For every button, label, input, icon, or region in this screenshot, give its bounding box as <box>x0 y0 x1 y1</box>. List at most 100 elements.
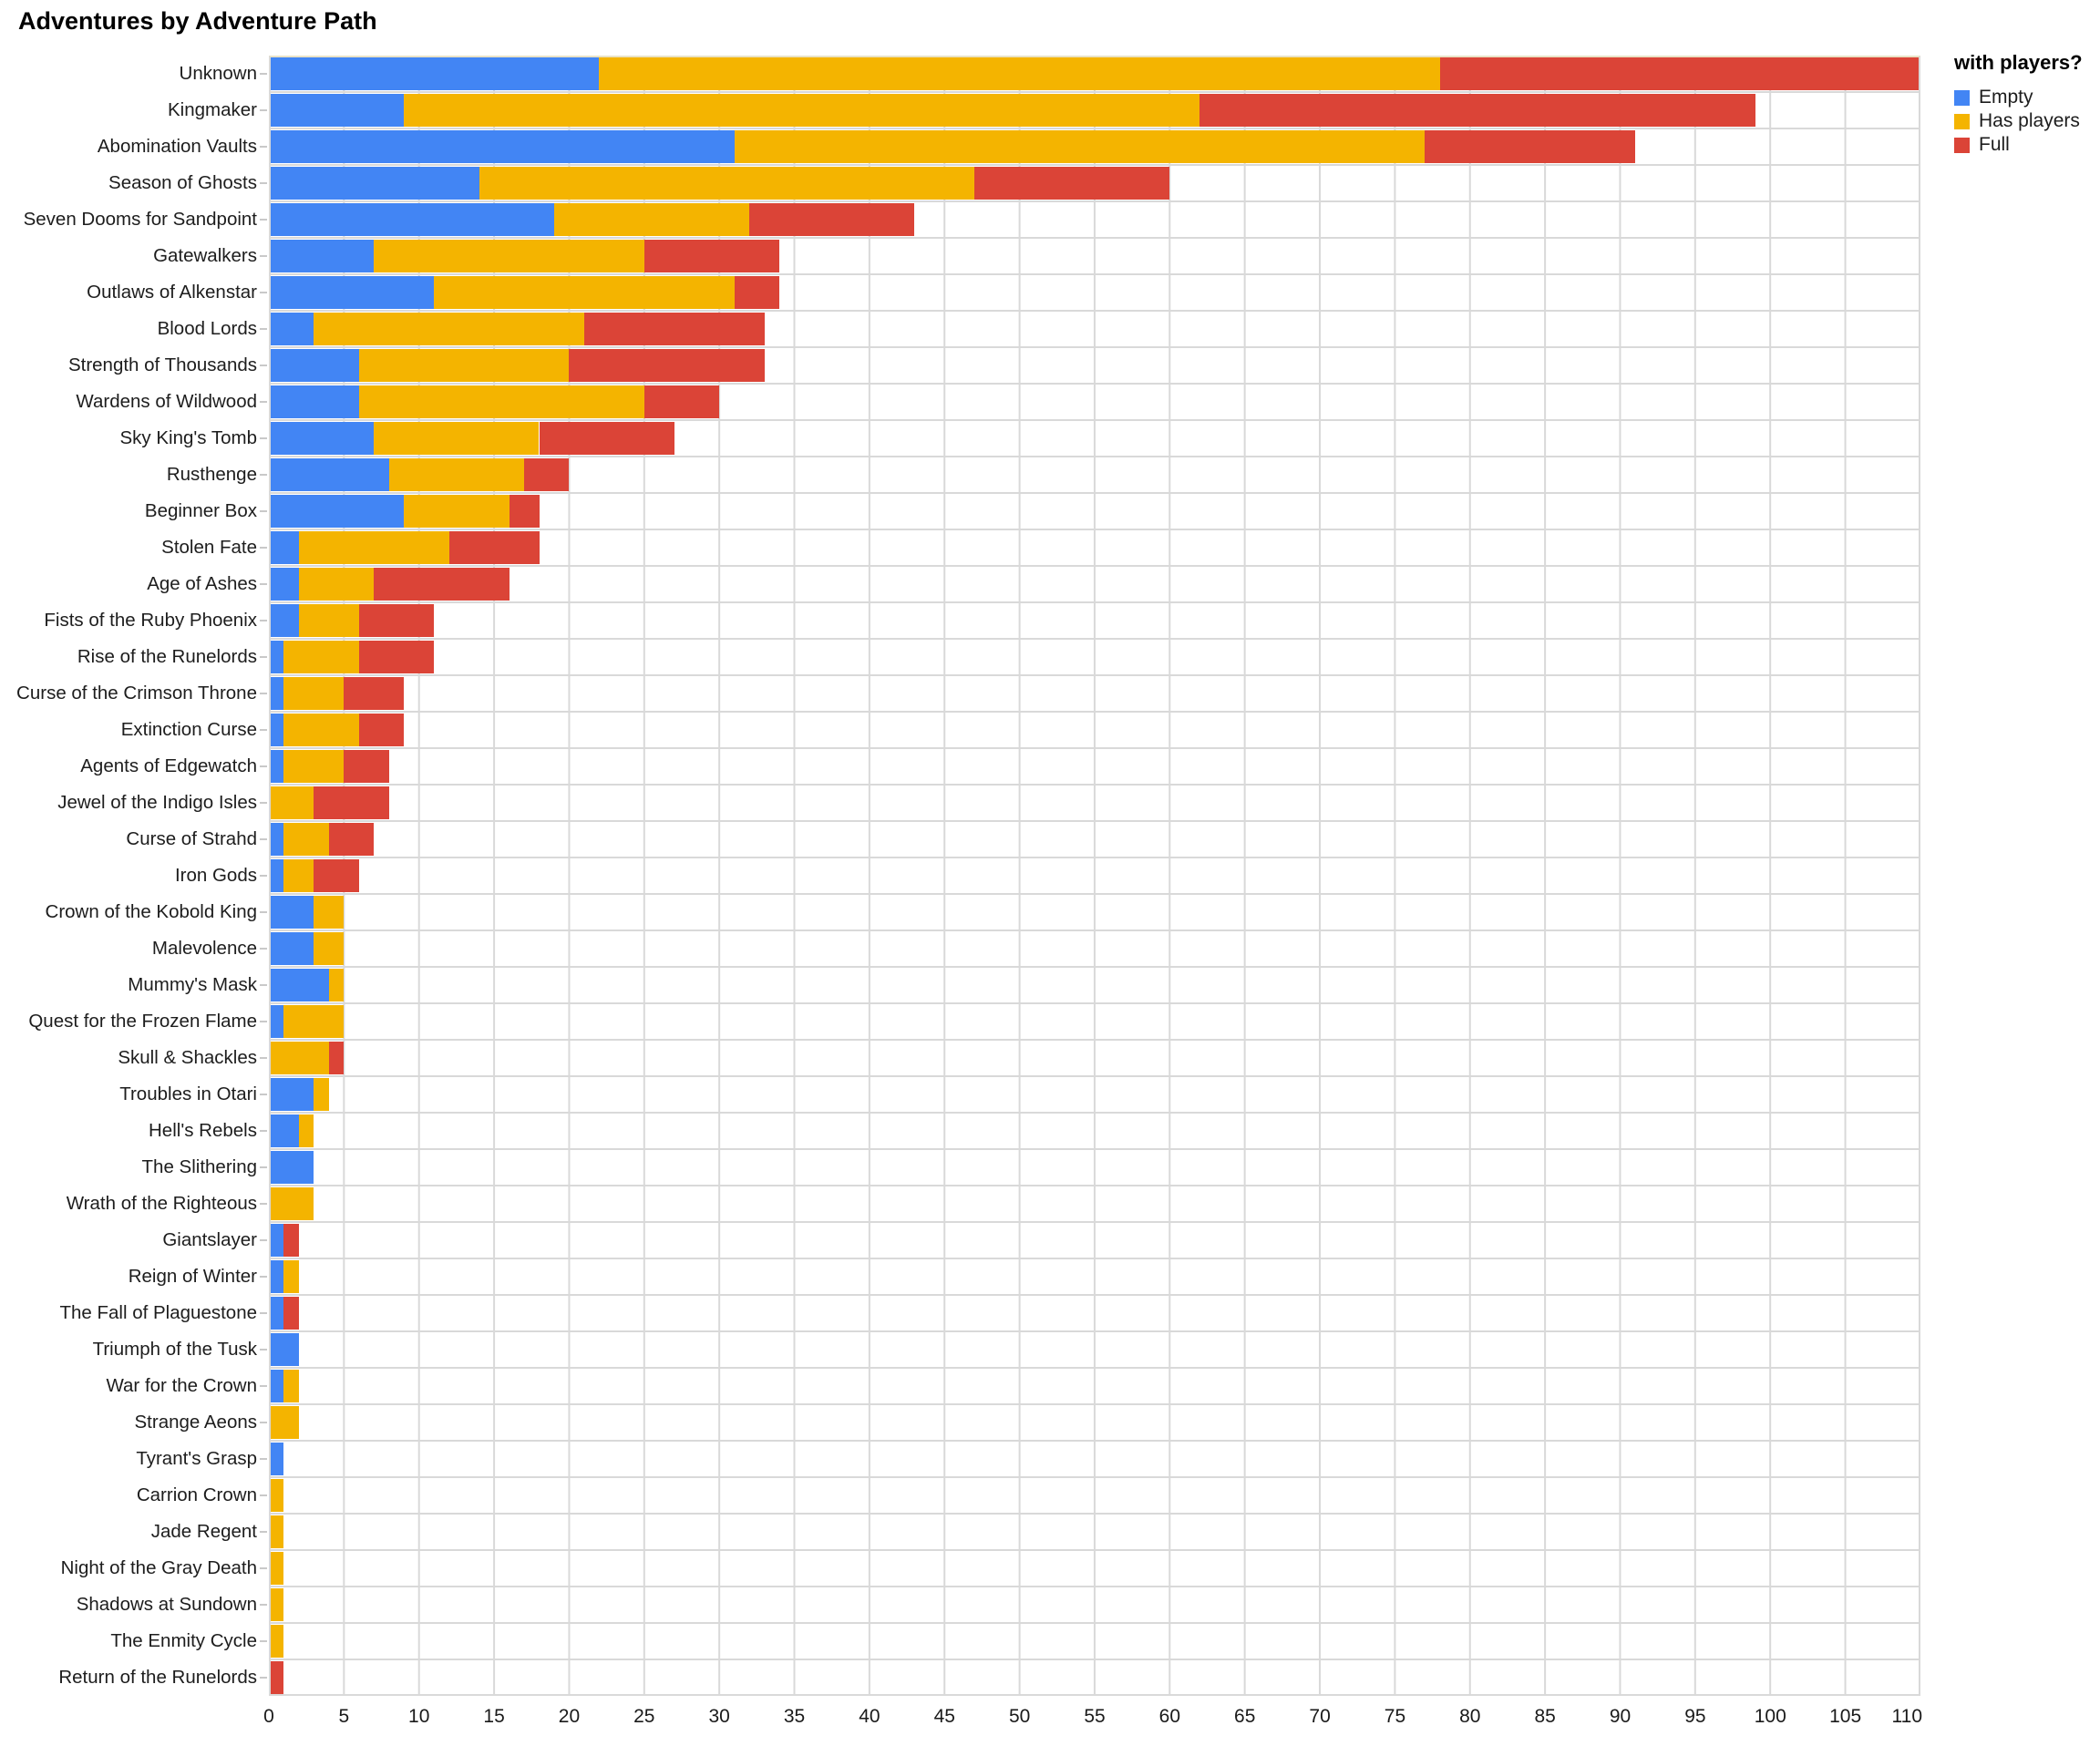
bar-segment-has-players <box>283 641 359 673</box>
bar-segment-full <box>509 495 540 528</box>
x-tick-label: 85 <box>1534 1706 1556 1727</box>
bar-segment-full <box>328 823 375 856</box>
y-tick-mark <box>260 1677 267 1679</box>
y-tick-mark <box>260 1166 267 1168</box>
bar-segment-full <box>314 859 359 892</box>
y-axis-label: Blood Lords <box>157 318 257 339</box>
y-tick-mark <box>260 365 267 366</box>
y-axis-label: Wardens of Wildwood <box>76 391 257 412</box>
bar-segment-has-players <box>269 1187 314 1220</box>
bar-segment-empty <box>269 714 284 746</box>
y-axis-label: War for the Crown <box>106 1375 257 1396</box>
bar-segment-has-players <box>269 786 314 819</box>
bar-segment-has-players <box>283 750 345 783</box>
y-axis-label: Stolen Fate <box>161 537 257 558</box>
x-tick-label: 100 <box>1754 1706 1786 1727</box>
bar-segment-has-players <box>314 313 584 345</box>
bar-segment-has-players <box>283 859 314 892</box>
x-tick-label: 40 <box>859 1706 880 1727</box>
bar-segment-has-players <box>269 1588 284 1621</box>
y-axis-label: Reign of Winter <box>128 1266 257 1287</box>
y-tick-mark <box>260 984 267 986</box>
bar-segment-full <box>643 385 720 418</box>
x-tick-label: 75 <box>1384 1706 1406 1727</box>
y-axis-label: Wrath of the Righteous <box>66 1193 257 1214</box>
y-tick-mark <box>260 1094 267 1095</box>
bar-segment-empty <box>269 1260 284 1293</box>
bar-segment-empty <box>269 276 435 309</box>
y-axis-label: Beginner Box <box>144 500 257 521</box>
bar-segment-full <box>524 458 570 491</box>
y-axis-label: The Fall of Plaguestone <box>59 1302 257 1323</box>
bar-segment-has-players <box>298 568 375 601</box>
y-tick-mark <box>260 729 267 731</box>
x-tick-label: 65 <box>1234 1706 1256 1727</box>
bar-segment-has-players <box>283 823 329 856</box>
y-axis-label: Strength of Thousands <box>67 354 257 375</box>
x-tick-label: 0 <box>263 1706 274 1727</box>
y-tick-mark <box>260 1458 267 1460</box>
bar-segment-empty <box>269 677 284 710</box>
y-axis-label: Skull & Shackles <box>118 1047 257 1068</box>
legend-item: Empty <box>1954 86 2083 109</box>
bar-segment-empty <box>269 1151 314 1184</box>
bar-segment-empty <box>269 313 314 345</box>
x-tick-label: 95 <box>1684 1706 1706 1727</box>
bar-segment-has-players <box>374 240 644 272</box>
bar-segment-empty <box>269 94 405 127</box>
bar-segment-has-players <box>298 604 359 637</box>
bar-segment-empty <box>269 1443 284 1475</box>
y-axis-label: Jewel of the Indigo Isles <box>57 792 257 813</box>
y-axis-label: Night of the Gray Death <box>60 1557 257 1578</box>
y-axis-label: Triumph of the Tusk <box>92 1339 257 1360</box>
y-tick-mark <box>260 182 267 184</box>
y-axis-label: Jade Regent <box>150 1521 257 1542</box>
bar-segment-empty <box>269 859 284 892</box>
bar-segment-empty <box>269 1224 284 1257</box>
y-tick-mark <box>260 1494 267 1496</box>
bar-segment-empty <box>269 240 375 272</box>
bar-segment-has-players <box>283 1005 345 1038</box>
x-tick-label: 70 <box>1309 1706 1331 1727</box>
y-axis-label: Crown of the Kobold King <box>45 901 257 922</box>
x-tick-label: 105 <box>1829 1706 1862 1727</box>
bar-segment-has-players <box>358 385 644 418</box>
x-tick-label: 45 <box>933 1706 955 1727</box>
y-axis-label: Curse of Strahd <box>126 828 257 849</box>
y-axis-label: Quest for the Frozen Flame <box>28 1011 257 1032</box>
y-axis-label: Abomination Vaults <box>97 136 257 157</box>
bar-segment-full <box>374 568 510 601</box>
bar-segment-full <box>448 531 540 564</box>
y-axis-label: Malevolence <box>151 938 257 959</box>
bar-segment-has-players <box>314 932 345 965</box>
legend-title: with players? <box>1954 51 2083 74</box>
x-tick-label: 50 <box>1008 1706 1031 1727</box>
bar-segment-empty <box>269 750 284 783</box>
legend-label: Empty <box>1979 87 2033 108</box>
y-tick-mark <box>260 547 267 549</box>
legend-label: Full <box>1979 134 2010 155</box>
y-axis-label: Sky King's Tomb <box>119 427 257 448</box>
bar-segment-has-players <box>269 1552 284 1585</box>
y-tick-mark <box>260 1604 267 1606</box>
y-axis-label: Unknown <box>179 63 257 84</box>
y-tick-mark <box>260 765 267 767</box>
y-tick-mark <box>260 1021 267 1022</box>
y-tick-mark <box>260 1567 267 1569</box>
y-axis-label: Giantslayer <box>162 1229 257 1250</box>
bar-segment-full <box>1439 57 1920 90</box>
bar-segment-empty <box>269 1297 284 1330</box>
y-axis-label: Rise of the Runelords <box>77 646 257 667</box>
bar-segment-full <box>358 714 405 746</box>
y-axis-label: Tyrant's Grasp <box>136 1448 257 1469</box>
bar-segment-has-players <box>283 1260 299 1293</box>
bar-segment-empty <box>269 167 479 200</box>
bar-segment-has-players <box>314 1078 329 1111</box>
legend-label: Has players <box>1979 110 2080 131</box>
bar-segment-has-players <box>404 495 510 528</box>
bar-segment-full <box>344 750 389 783</box>
x-tick-label: 60 <box>1158 1706 1181 1727</box>
y-tick-mark <box>260 1531 267 1533</box>
bar-segment-empty <box>269 969 329 1001</box>
bar-segment-empty <box>269 896 314 929</box>
